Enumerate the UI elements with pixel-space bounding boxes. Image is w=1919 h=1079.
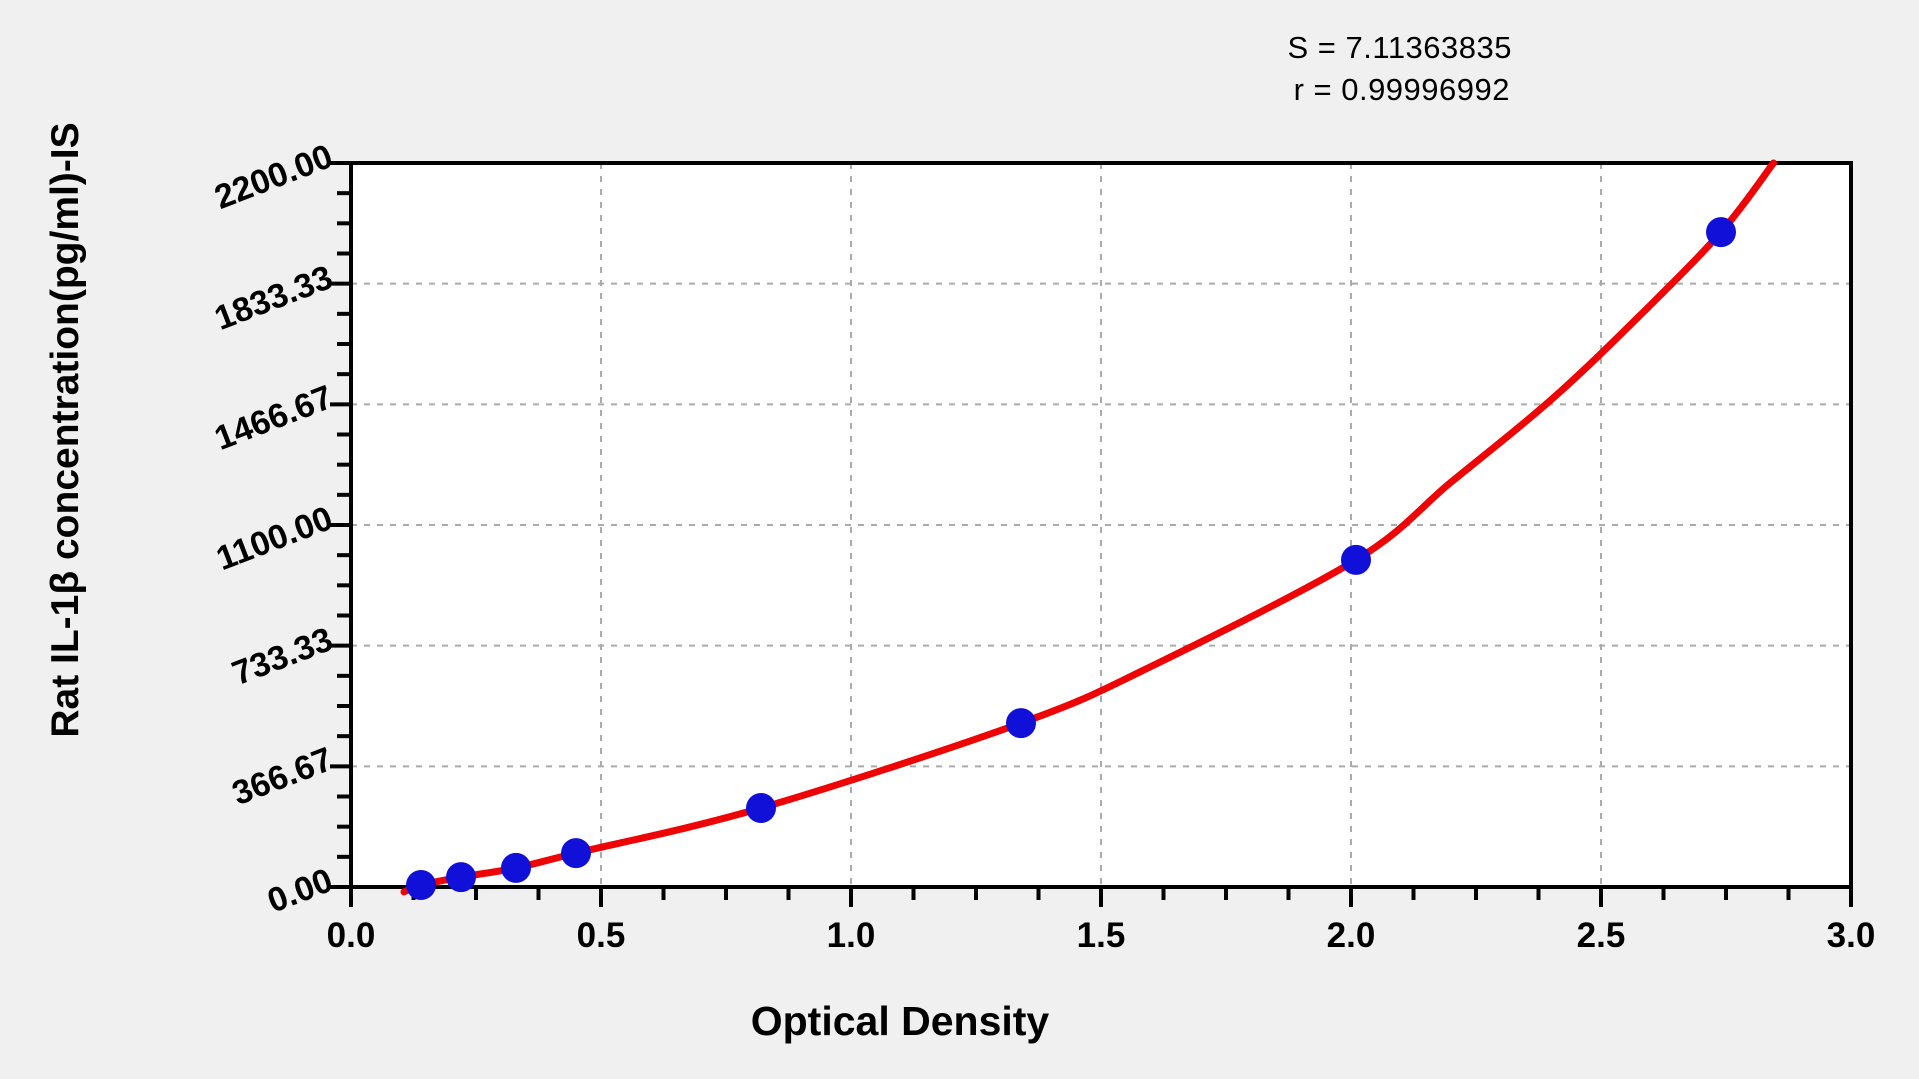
data-point (501, 852, 531, 883)
data-point (406, 870, 436, 901)
x-tick-label: 2.5 (1576, 916, 1626, 955)
fit-statistic-s: S = 7.11363835 (1287, 30, 1512, 65)
data-point (446, 862, 476, 893)
x-tick-label: 0.5 (576, 916, 626, 955)
x-tick-label: 2.0 (1326, 916, 1376, 955)
y-axis-title: Rat IL-1β concentration(pg/ml)-IS (44, 122, 87, 738)
data-point (1706, 217, 1736, 248)
x-axis-title: Optical Density (750, 998, 1050, 1044)
data-point (561, 838, 591, 869)
data-point (1341, 544, 1371, 575)
x-tick-label: 1.5 (1076, 916, 1126, 955)
data-point (746, 793, 776, 824)
data-point (1006, 708, 1036, 739)
x-tick-label: 3.0 (1826, 916, 1876, 955)
fit-statistic-r: r = 0.99996992 (1293, 72, 1510, 107)
x-tick-label: 1.0 (826, 916, 876, 955)
x-tick-label: 0.0 (326, 916, 376, 955)
